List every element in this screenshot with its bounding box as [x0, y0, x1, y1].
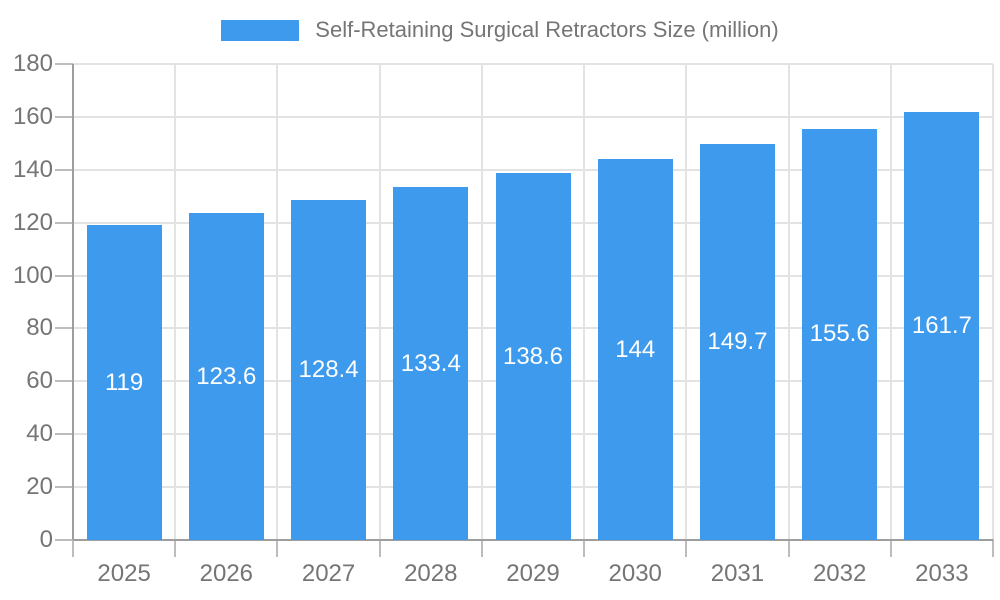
x-axis-tick — [72, 539, 74, 557]
y-axis-tick — [55, 380, 73, 383]
bar[interactable] — [495, 173, 571, 540]
x-gridline — [378, 64, 381, 540]
bar-value-label: 133.4 — [400, 349, 461, 377]
y-axis-tick — [55, 539, 73, 541]
x-gridline — [992, 64, 994, 540]
bar-value-label: 123.6 — [196, 362, 257, 390]
x-axis-tick — [889, 539, 892, 557]
bar-value-label: 128.4 — [298, 356, 359, 384]
bar[interactable] — [86, 225, 162, 540]
legend-color-swatch — [221, 19, 300, 41]
x-axis-tick — [685, 539, 688, 557]
x-axis-label: 2026 — [199, 560, 254, 587]
legend-series-label: Self-Retaining Surgical Retractors Size … — [315, 17, 779, 42]
x-axis-tick — [787, 539, 790, 557]
x-gridline — [276, 64, 279, 540]
x-axis-label: 2033 — [915, 560, 969, 587]
y-axis-label: 180 — [12, 50, 53, 77]
y-axis-label: 120 — [12, 208, 53, 236]
x-axis-tick — [378, 539, 381, 557]
y-axis-line — [72, 64, 74, 540]
y-axis-label: 160 — [12, 102, 53, 130]
x-axis-tick — [174, 539, 177, 557]
y-axis-label: 0 — [39, 526, 53, 553]
bar[interactable] — [393, 187, 469, 540]
y-gridline — [73, 115, 993, 118]
y-axis-tick — [55, 168, 73, 171]
bar[interactable] — [291, 200, 367, 540]
x-gridline — [583, 64, 586, 540]
bar-value-label: 119 — [104, 368, 144, 396]
x-gridline — [685, 64, 688, 540]
x-gridline — [480, 64, 483, 540]
bar[interactable] — [699, 144, 775, 540]
y-axis-tick — [55, 274, 73, 277]
bar-value-label: 161.7 — [911, 312, 972, 340]
bar-value-label: 155.6 — [809, 320, 870, 348]
x-axis-label: 2029 — [506, 560, 560, 587]
y-axis-tick — [55, 115, 73, 118]
x-gridline — [174, 64, 177, 540]
y-axis-label: 80 — [26, 314, 53, 342]
y-axis-tick — [55, 433, 73, 436]
x-axis-label: 2027 — [301, 560, 356, 587]
chart-legend: Self-Retaining Surgical Retractors Size … — [0, 16, 1000, 44]
bar-value-label: 149.7 — [707, 328, 768, 356]
x-gridline — [787, 64, 790, 540]
bar[interactable] — [597, 159, 673, 540]
bar[interactable] — [802, 128, 878, 540]
x-axis-label: 2032 — [812, 560, 867, 587]
y-axis-label: 140 — [12, 155, 53, 183]
x-axis-label: 2028 — [404, 560, 458, 587]
bar-value-label: 138.6 — [502, 342, 564, 370]
x-axis-tick — [480, 539, 483, 557]
x-gridline — [889, 64, 892, 540]
y-axis-tick — [55, 221, 73, 224]
x-axis-tick — [276, 539, 279, 557]
x-axis-label: 2025 — [97, 560, 151, 587]
bar-value-label: 144 — [615, 335, 656, 363]
x-axis-label: 2031 — [710, 560, 765, 587]
bar[interactable] — [904, 112, 980, 540]
y-axis-tick — [55, 327, 73, 330]
x-axis-tick — [992, 539, 994, 557]
y-axis-label: 20 — [26, 473, 53, 501]
y-axis-label: 60 — [26, 367, 53, 395]
bar[interactable] — [188, 213, 264, 540]
x-axis-tick — [583, 539, 586, 557]
y-axis-label: 100 — [12, 261, 53, 289]
y-gridline — [73, 168, 993, 171]
legend-item-series[interactable]: Self-Retaining Surgical Retractors Size … — [221, 17, 779, 43]
x-axis-line — [73, 539, 993, 541]
y-axis-tick — [55, 63, 73, 65]
y-axis-label: 40 — [26, 420, 53, 448]
y-gridline — [73, 63, 993, 65]
x-axis-label: 2030 — [608, 560, 662, 587]
y-axis-tick — [55, 486, 73, 489]
